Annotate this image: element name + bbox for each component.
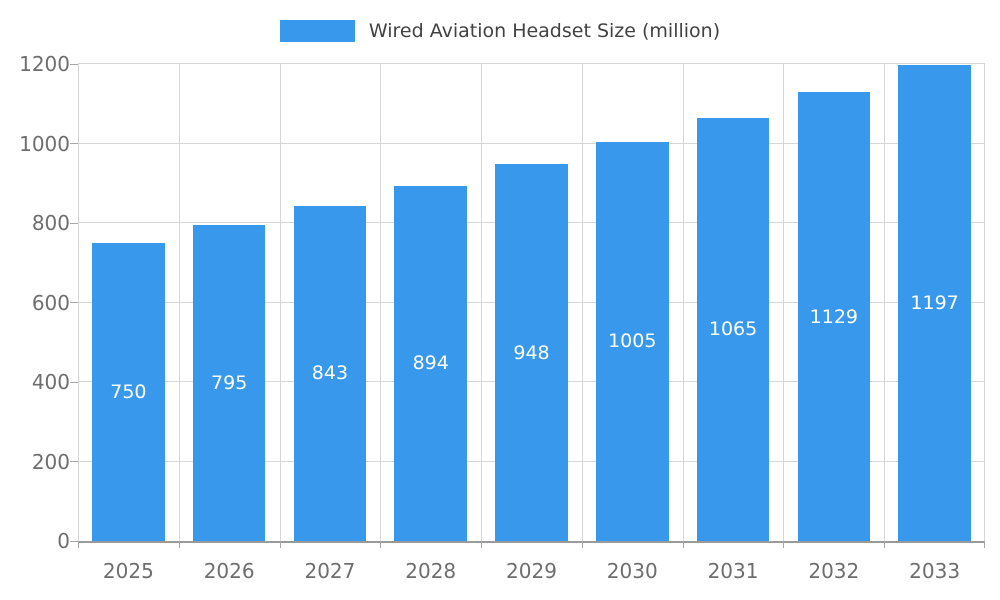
bar-value-label: 843 [311, 362, 349, 385]
x-tick-label: 2032 [808, 559, 860, 583]
y-tick-label: 600 [31, 290, 70, 315]
bar-2026: 795 [192, 225, 266, 541]
x-tick-mark [78, 541, 79, 548]
v-gridline [884, 64, 886, 541]
x-tick-mark [178, 541, 180, 548]
bar-2031: 1065 [696, 117, 770, 541]
x-tick-mark [783, 541, 785, 548]
bar-value-label: 948 [513, 341, 550, 364]
x-tick-label: 2033 [909, 559, 961, 583]
y-tick-label: 1000 [19, 131, 70, 156]
x-tick-label: 2025 [102, 559, 154, 583]
v-gridline [783, 64, 785, 541]
y-tick-label: 1200 [19, 52, 70, 76]
x-tick-mark [682, 541, 684, 548]
y-tick-label: 200 [31, 449, 70, 474]
v-gridline [581, 64, 583, 541]
legend-label: Wired Aviation Headset Size (million) [368, 20, 721, 42]
bar-2029: 948 [495, 164, 568, 541]
x-tick-label: 2031 [707, 559, 759, 583]
h-gridline [78, 142, 985, 144]
x-tick-mark [984, 541, 985, 548]
plot-area: 750 795 843 894 948 1005 1065 1129 1197 [78, 63, 985, 543]
y-tick-label: 400 [31, 370, 70, 395]
bar-2033: 1197 [898, 65, 971, 541]
y-tick-mark [70, 143, 78, 144]
bar-value-label: 1129 [809, 305, 858, 328]
legend-swatch-icon [279, 20, 355, 42]
bar-value-label: 1197 [910, 292, 959, 315]
bar-2030: 1005 [595, 141, 669, 541]
x-tick-label: 2028 [405, 559, 457, 583]
x-tick-mark [884, 541, 886, 548]
y-tick-mark [70, 461, 78, 463]
x-tick-mark [581, 541, 583, 548]
v-gridline [380, 64, 382, 541]
v-gridline [481, 64, 483, 541]
legend-item[interactable]: Wired Aviation Headset Size (million) [0, 17, 1000, 45]
x-tick-label: 2026 [203, 559, 255, 583]
y-tick-mark [70, 222, 78, 224]
x-tick-label: 2029 [506, 559, 557, 583]
y-axis: 0 200 400 600 800 1000 1200 [0, 52, 78, 553]
y-tick-mark [70, 63, 78, 65]
v-gridline [682, 64, 684, 541]
y-tick-label: 800 [31, 211, 70, 236]
bar-value-label: 894 [412, 352, 449, 375]
bar-2028: 894 [394, 185, 467, 541]
x-tick-mark [279, 541, 281, 548]
bar-value-label: 1005 [608, 330, 657, 353]
v-gridline [984, 64, 985, 541]
bar-2032: 1129 [797, 92, 871, 541]
v-gridline [279, 64, 281, 541]
h-gridline [78, 63, 985, 64]
y-tick-label: 0 [57, 529, 70, 553]
bar-2027: 843 [293, 205, 367, 541]
y-tick-mark [70, 540, 78, 542]
x-axis: 2025 2026 2027 2028 2029 2030 2031 2032 2033 [78, 541, 985, 596]
x-tick-mark [380, 541, 382, 548]
bar-2025: 750 [92, 242, 165, 541]
bar-value-label: 795 [211, 372, 248, 394]
x-tick-mark [481, 541, 483, 548]
y-tick-mark [70, 302, 78, 303]
v-gridline [78, 64, 79, 541]
y-tick-mark [70, 381, 78, 383]
bar-value-label: 750 [110, 380, 147, 403]
x-tick-label: 2027 [304, 559, 356, 583]
v-gridline [178, 64, 180, 541]
bar-value-label: 1065 [708, 318, 758, 341]
x-tick-label: 2030 [606, 559, 658, 583]
